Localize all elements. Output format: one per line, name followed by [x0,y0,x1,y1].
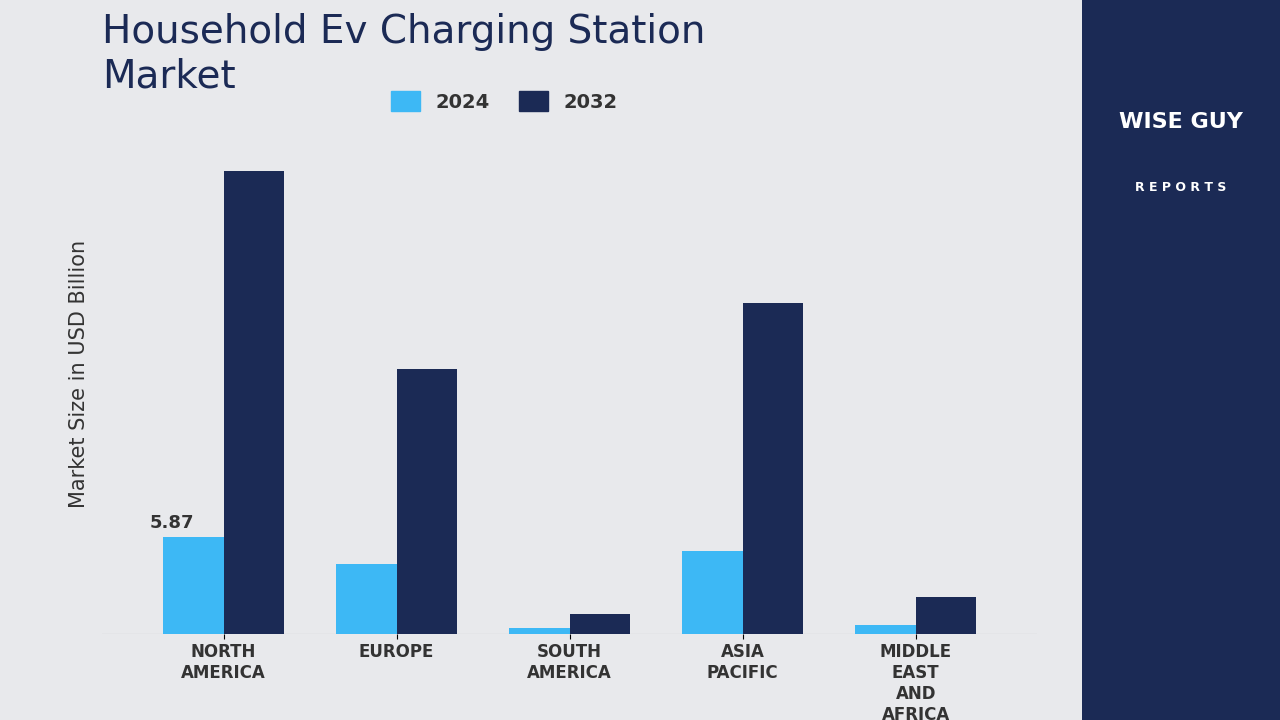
Text: R E P O R T S: R E P O R T S [1135,181,1226,194]
Bar [163,536,224,634]
Text: WISE GUY: WISE GUY [1119,112,1243,132]
Bar [335,564,397,634]
Bar [682,551,742,634]
Bar [855,624,915,634]
Bar [224,171,284,634]
Legend: 2024, 2032: 2024, 2032 [383,84,626,120]
Bar [915,597,977,634]
Bar [397,369,457,634]
Y-axis label: Market Size in USD Billion: Market Size in USD Billion [69,240,88,508]
Text: 5.87: 5.87 [150,513,195,531]
Bar [509,628,570,634]
Text: Household Ev Charging Station
Market: Household Ev Charging Station Market [102,14,705,96]
Bar [570,613,630,634]
Bar [742,303,804,634]
